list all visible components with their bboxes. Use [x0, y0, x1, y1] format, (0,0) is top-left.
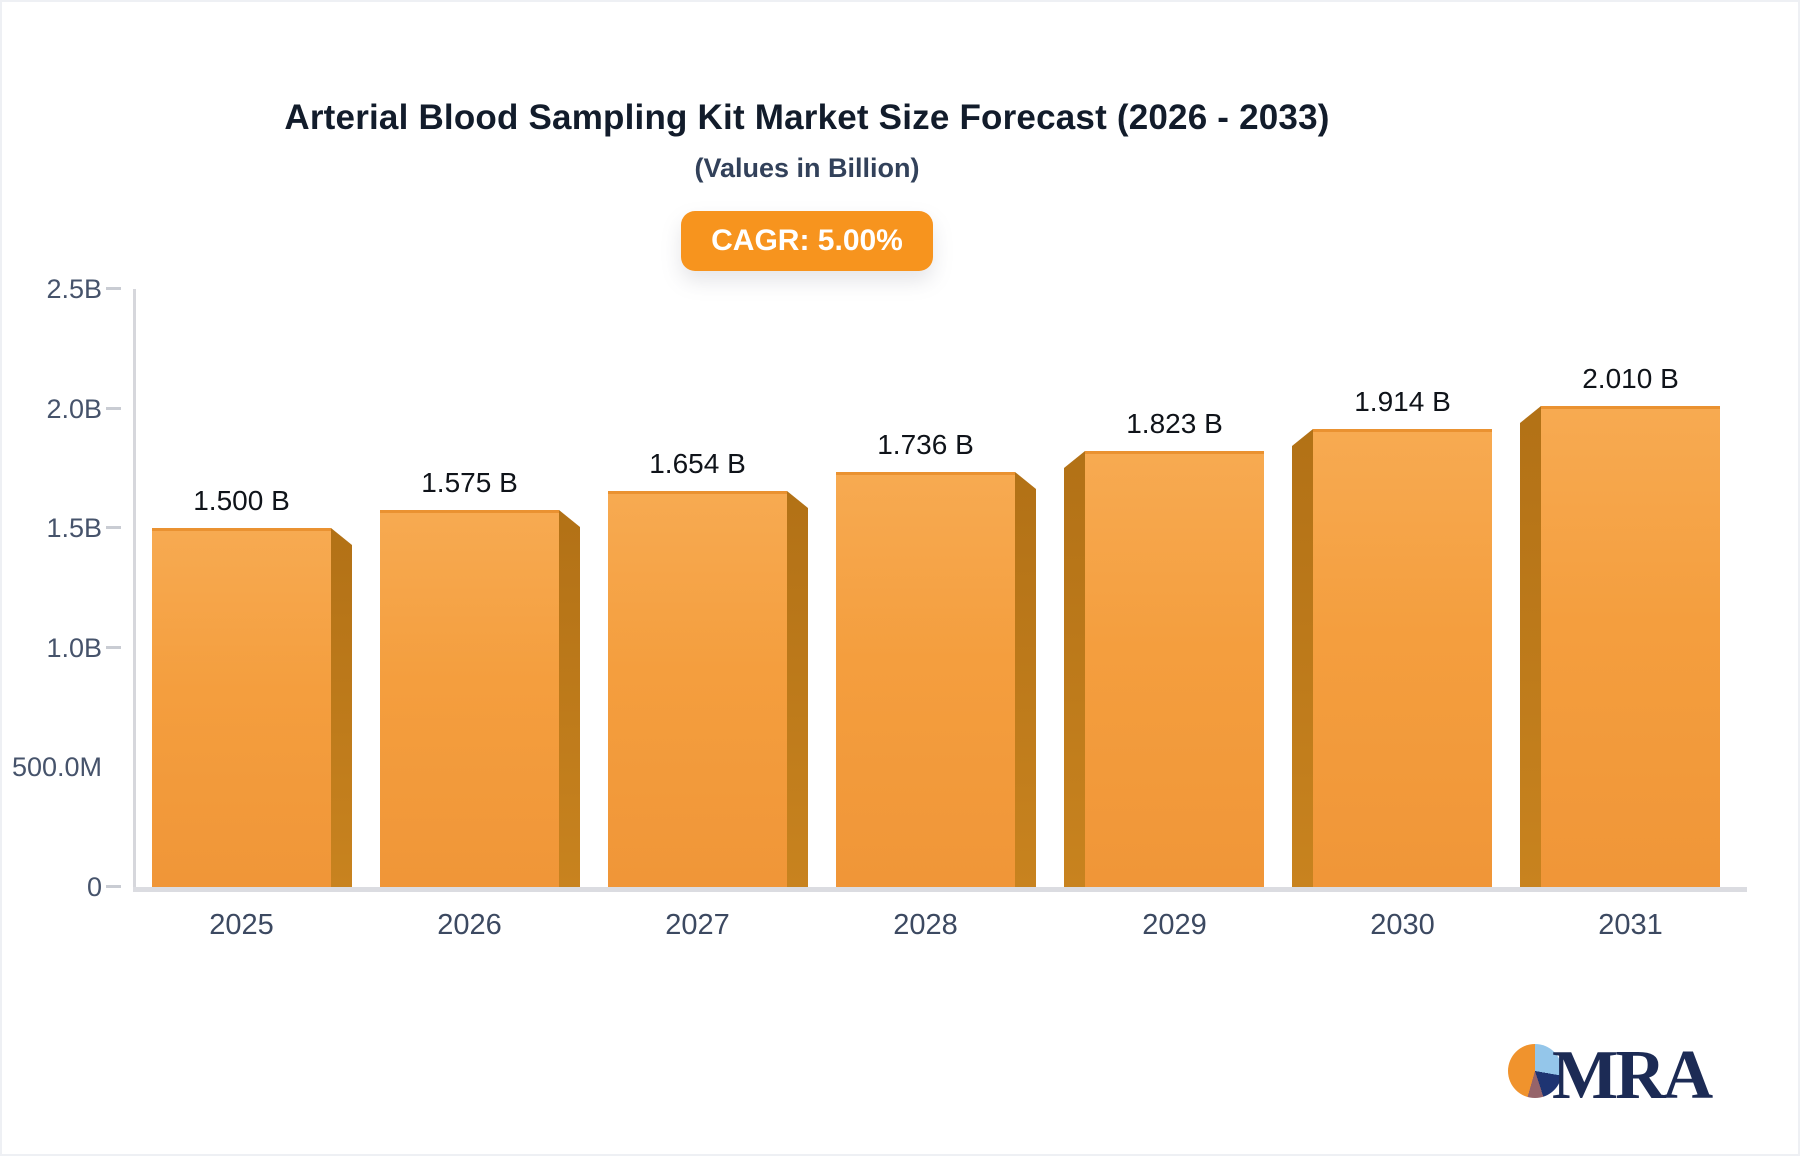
- bar-2028[interactable]: [836, 472, 1015, 887]
- cagr-badge: CAGR: 5.00%: [681, 211, 933, 271]
- x-axis-label: 2025: [209, 909, 274, 941]
- bar-side-face: [331, 528, 352, 887]
- bar-side-face: [1292, 429, 1313, 887]
- bar-group-2030: 1.914 B 2030: [1292, 386, 1492, 941]
- y-axis-tick-label: 1.0B: [46, 632, 102, 663]
- bars-row: 1.500 B 2025 1.575 B 2026 1.654 B 2027 1.736 B…: [152, 289, 1752, 941]
- y-axis-tick-label: 0: [86, 872, 102, 902]
- bar-2030[interactable]: [1313, 429, 1492, 887]
- bar-group-2027: 1.654 B 2027: [608, 448, 808, 941]
- pie-chart-logo-icon: [1508, 1044, 1562, 1098]
- bar-value-label: 1.575 B: [421, 467, 518, 498]
- y-axis-tick-mark: [106, 885, 121, 888]
- bar-2025[interactable]: [152, 528, 331, 887]
- bar-value-label: 1.500 B: [193, 485, 290, 516]
- bar-group-2031: 2.010 B 2031: [1520, 363, 1720, 941]
- bar-value-label: 2.010 B: [1582, 363, 1679, 394]
- y-axis-tick-mark: [106, 406, 121, 410]
- bar-2031[interactable]: [1541, 406, 1720, 887]
- x-axis-label: 2029: [1142, 909, 1207, 941]
- bar-2027[interactable]: [608, 491, 787, 887]
- bar-value-label: 1.823 B: [1126, 408, 1223, 439]
- x-axis-label: 2028: [893, 909, 958, 941]
- bar-group-2029: 1.823 B 2029: [1064, 408, 1264, 941]
- bar-group-2025: 1.500 B 2025: [152, 485, 352, 941]
- bar-side-face: [787, 491, 808, 887]
- y-axis-tick-label: 500.0M: [11, 752, 102, 783]
- chart-header: Arterial Blood Sampling Kit Market Size …: [2, 2, 1612, 271]
- chart-subtitle: (Values in Billion): [694, 153, 920, 183]
- bar-side-face: [1015, 472, 1036, 887]
- bar-2029[interactable]: [1085, 451, 1264, 887]
- bar-value-label: 1.654 B: [649, 448, 746, 479]
- x-axis-label: 2026: [437, 909, 502, 941]
- bar-side-face: [1520, 406, 1541, 887]
- bar-side-face: [1064, 451, 1085, 887]
- y-axis-line: [133, 289, 136, 890]
- y-axis-tick-mark: [106, 645, 121, 649]
- bar-group-2028: 1.736 B 2028: [836, 429, 1036, 941]
- y-axis-tick-mark: [106, 526, 121, 530]
- x-axis-label: 2027: [665, 909, 730, 941]
- x-axis-label: 2031: [1598, 909, 1663, 941]
- y-axis-tick-label: 2.0B: [46, 393, 102, 424]
- y-axis-tick-label: 2.5B: [46, 274, 102, 304]
- chart-title: Arterial Blood Sampling Kit Market Size …: [284, 98, 1330, 137]
- y-axis-tick-label: 1.5B: [46, 513, 102, 544]
- logo-text: MRA: [1552, 1037, 1713, 1114]
- company-logo: MRA: [1508, 1032, 1768, 1122]
- bar-group-2026: 1.575 B 2026: [380, 467, 580, 941]
- bar-value-label: 1.914 B: [1354, 386, 1451, 417]
- bar-2026[interactable]: [380, 510, 559, 887]
- y-axis-tick-mark: [106, 287, 121, 290]
- bar-side-face: [559, 510, 580, 887]
- bar-value-label: 1.736 B: [877, 429, 974, 460]
- x-axis-label: 2030: [1370, 909, 1435, 941]
- x-axis-baseline: [133, 887, 1747, 892]
